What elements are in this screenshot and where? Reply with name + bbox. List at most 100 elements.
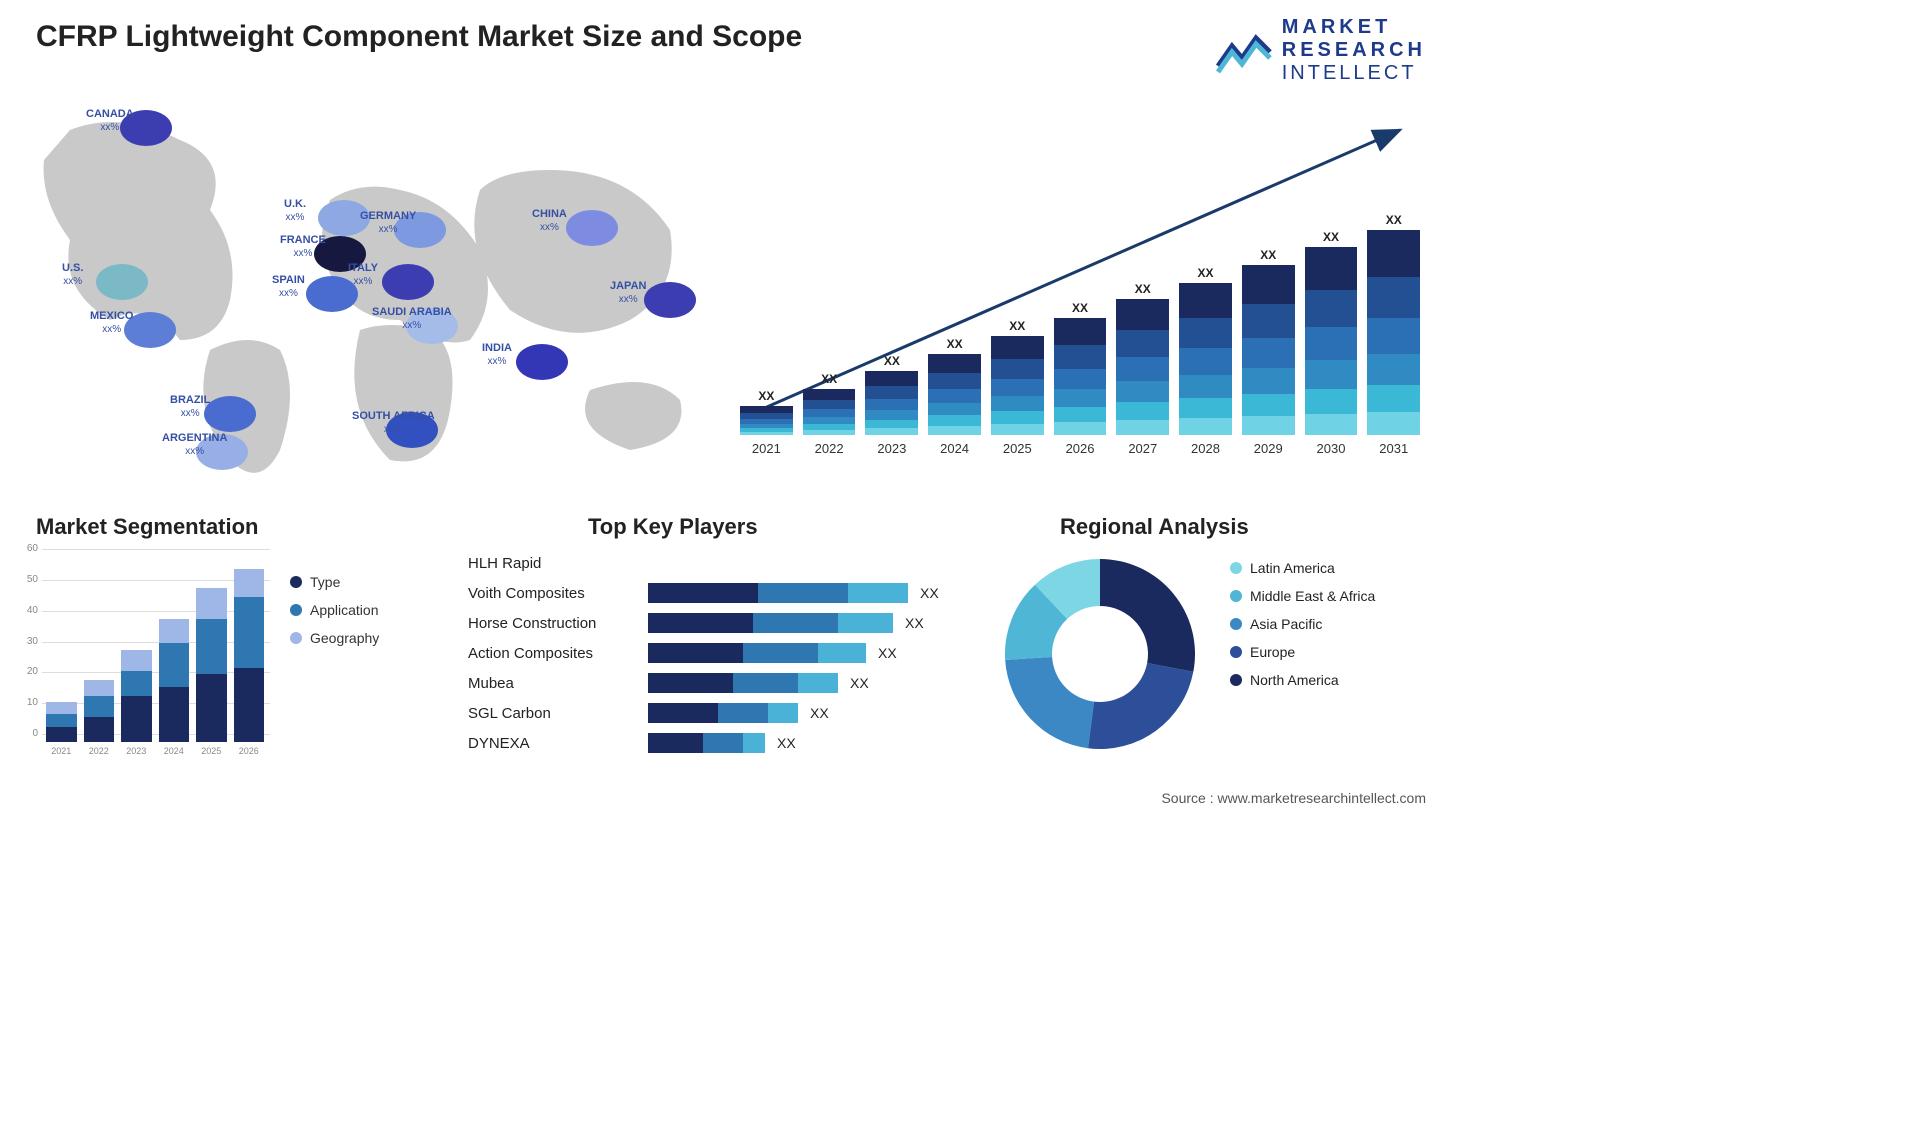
regional-title: Regional Analysis bbox=[1060, 514, 1249, 540]
growth-bar-segment bbox=[1116, 420, 1169, 435]
keyplayer-name: Horse Construction bbox=[468, 615, 648, 632]
growth-bar-year: 2026 bbox=[1066, 441, 1095, 456]
growth-bar-segment bbox=[928, 403, 981, 415]
map-country-shape bbox=[204, 396, 256, 432]
keyplayer-name: Mubea bbox=[468, 675, 648, 692]
growth-bar: XX2022 bbox=[803, 372, 856, 456]
map-country-label: CHINAxx% bbox=[532, 208, 567, 233]
growth-bar-segment bbox=[928, 389, 981, 403]
keyplayer-value: XX bbox=[777, 735, 796, 751]
keyplayer-bar-segment bbox=[648, 733, 703, 753]
segmentation-bar-segment bbox=[196, 619, 227, 675]
growth-bar-segment bbox=[1242, 265, 1295, 304]
growth-bar-segment bbox=[865, 399, 918, 410]
donut-slice bbox=[1005, 657, 1094, 748]
map-country-label: SPAINxx% bbox=[272, 274, 305, 299]
growth-bar-value: XX bbox=[758, 389, 774, 403]
legend-swatch bbox=[1230, 590, 1242, 602]
segmentation-year: 2022 bbox=[89, 746, 109, 756]
segmentation-title: Market Segmentation bbox=[36, 514, 259, 540]
growth-bar-segment bbox=[1242, 416, 1295, 435]
growth-bar-year: 2028 bbox=[1191, 441, 1220, 456]
map-country-label: ITALYxx% bbox=[348, 262, 378, 287]
growth-bar-segment bbox=[1116, 299, 1169, 330]
map-country-label: U.K.xx% bbox=[284, 198, 306, 223]
keyplayer-bar-segment bbox=[648, 673, 733, 693]
keyplayer-bar-segment bbox=[648, 703, 718, 723]
segmentation-year: 2024 bbox=[164, 746, 184, 756]
legend-item: North America bbox=[1230, 672, 1375, 688]
growth-bar-segment bbox=[1116, 357, 1169, 381]
map-country-label: SAUDI ARABIAxx% bbox=[372, 306, 452, 331]
growth-bar-segment bbox=[1179, 318, 1232, 348]
legend-label: Middle East & Africa bbox=[1250, 588, 1375, 604]
keyplayer-bar-segment bbox=[703, 733, 743, 753]
logo-icon bbox=[1216, 28, 1272, 74]
segmentation-bar-segment bbox=[121, 671, 152, 696]
growth-bar-segment bbox=[865, 386, 918, 399]
world-map-panel: CANADAxx%U.S.xx%MEXICOxx%BRAZILxx%ARGENT… bbox=[30, 90, 710, 490]
segmentation-bar: 2022 bbox=[84, 680, 115, 756]
growth-bar: XX2031 bbox=[1367, 213, 1420, 456]
keyplayer-bar-segment bbox=[798, 673, 838, 693]
keyplayer-row: Horse ConstructionXX bbox=[468, 608, 968, 638]
keyplayer-bar bbox=[648, 613, 893, 633]
map-country-label: FRANCExx% bbox=[280, 234, 326, 259]
segmentation-bar-segment bbox=[84, 717, 115, 742]
map-country-label: CANADAxx% bbox=[86, 108, 134, 133]
legend-item: Application bbox=[290, 602, 379, 618]
growth-bar-segment bbox=[928, 426, 981, 435]
keyplayer-bar-segment bbox=[743, 733, 765, 753]
legend-item: Asia Pacific bbox=[1230, 616, 1375, 632]
segmentation-legend: TypeApplicationGeography bbox=[290, 574, 379, 658]
keyplayer-row: DYNEXAXX bbox=[468, 728, 968, 758]
keyplayer-bar bbox=[648, 733, 765, 753]
growth-bar-segment bbox=[1305, 389, 1358, 414]
legend-item: Europe bbox=[1230, 644, 1375, 660]
map-country-shape bbox=[516, 344, 568, 380]
keyplayer-bar-segment bbox=[848, 583, 908, 603]
keyplayer-name: HLH Rapid bbox=[468, 555, 648, 572]
keyplayer-bar-segment bbox=[743, 643, 818, 663]
growth-bar-segment bbox=[1367, 318, 1420, 354]
map-country-shape bbox=[382, 264, 434, 300]
map-country-label: BRAZILxx% bbox=[170, 394, 210, 419]
growth-bar-segment bbox=[1116, 330, 1169, 357]
map-country-shape bbox=[644, 282, 696, 318]
growth-bar-segment bbox=[1305, 360, 1358, 389]
growth-bar-value: XX bbox=[1386, 213, 1402, 227]
growth-bar-segment bbox=[1054, 407, 1107, 422]
legend-item: Geography bbox=[290, 630, 379, 646]
growth-bar-segment bbox=[1179, 398, 1232, 418]
segmentation-year: 2021 bbox=[51, 746, 71, 756]
growth-bar-segment bbox=[1367, 277, 1420, 318]
keyplayer-bar-segment bbox=[818, 643, 866, 663]
legend-swatch bbox=[1230, 618, 1242, 630]
growth-bar-segment bbox=[1054, 389, 1107, 407]
growth-bar-segment bbox=[803, 409, 856, 417]
segmentation-bar-segment bbox=[234, 597, 265, 668]
growth-bar-segment bbox=[1367, 354, 1420, 385]
legend-label: Europe bbox=[1250, 644, 1295, 660]
segmentation-bar-segment bbox=[46, 714, 77, 726]
growth-bar-segment bbox=[1179, 348, 1232, 375]
growth-bar-segment bbox=[991, 359, 1044, 379]
legend-label: North America bbox=[1250, 672, 1339, 688]
growth-bar-segment bbox=[928, 373, 981, 389]
segmentation-bar-segment bbox=[46, 702, 77, 714]
growth-bar-segment bbox=[1054, 345, 1107, 369]
keyplayers-chart: HLH RapidVoith CompositesXXHorse Constru… bbox=[468, 548, 968, 758]
segmentation-bar: 2025 bbox=[196, 588, 227, 756]
map-country-label: U.S.xx% bbox=[62, 262, 83, 287]
growth-bar-segment bbox=[1179, 283, 1232, 318]
keyplayer-name: SGL Carbon bbox=[468, 705, 648, 722]
growth-bar-segment bbox=[803, 430, 856, 435]
segmentation-year: 2025 bbox=[201, 746, 221, 756]
keyplayer-value: XX bbox=[810, 705, 829, 721]
keyplayer-bar-segment bbox=[648, 643, 743, 663]
segmentation-bar-segment bbox=[84, 696, 115, 718]
segmentation-year: 2023 bbox=[126, 746, 146, 756]
logo-line-2: RESEARCH bbox=[1282, 39, 1426, 62]
growth-bar-year: 2025 bbox=[1003, 441, 1032, 456]
growth-bar-segment bbox=[1305, 247, 1358, 290]
